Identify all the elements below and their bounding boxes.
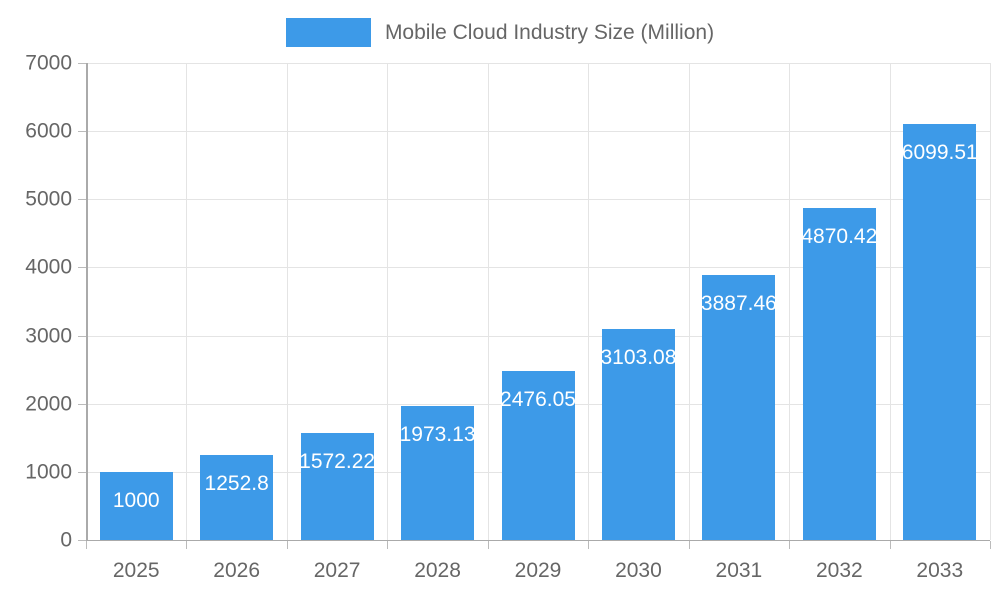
y-axis-tick-label: 7000 bbox=[25, 51, 72, 75]
y-axis-tick bbox=[78, 471, 86, 473]
y-axis-tick bbox=[78, 335, 86, 337]
x-axis-tick-label: 2028 bbox=[414, 559, 461, 582]
gridline-horizontal bbox=[86, 131, 990, 133]
gridline-vertical bbox=[689, 63, 690, 540]
gridline-vertical bbox=[890, 63, 891, 540]
gridline-vertical bbox=[789, 63, 790, 540]
gridline-vertical bbox=[186, 63, 187, 540]
y-axis-labels: 0 1000 2000 3000 4000 5000 6000 7000 bbox=[0, 0, 72, 600]
y-axis-tick bbox=[78, 131, 86, 133]
y-axis-tick-label: 2000 bbox=[25, 392, 72, 416]
chart-legend: Mobile Cloud Industry Size (Million) bbox=[0, 12, 1000, 52]
y-axis-tick-label: 5000 bbox=[25, 187, 72, 211]
x-axis-tick-label: 2030 bbox=[615, 559, 662, 582]
bar-2030[interactable] bbox=[601, 328, 675, 540]
x-axis-tick bbox=[488, 541, 489, 549]
y-axis-line bbox=[86, 63, 88, 541]
x-axis-tick-label: 2025 bbox=[112, 559, 160, 582]
bar-2028[interactable] bbox=[401, 405, 475, 540]
y-axis-tick-label: 3000 bbox=[25, 324, 72, 348]
x-axis-tick-label: 2027 bbox=[313, 559, 361, 582]
gridline-vertical bbox=[488, 63, 489, 540]
gridline-vertical bbox=[588, 63, 589, 540]
x-axis-tick-label: 2026 bbox=[213, 559, 261, 582]
bar-2026[interactable] bbox=[200, 454, 274, 540]
x-axis-tick-label: 2032 bbox=[815, 559, 863, 582]
y-axis-tick-label: 0 bbox=[60, 528, 72, 552]
x-axis-tick bbox=[990, 541, 991, 549]
legend-color-swatch[interactable] bbox=[285, 17, 371, 47]
gridline-horizontal bbox=[86, 199, 990, 201]
x-axis-tick-label: 2033 bbox=[916, 559, 964, 582]
bars-layer: 1000 1252.8 1572.22 1973.13 2476.05 3103.08 38… bbox=[86, 63, 990, 540]
x-axis-tick-label: 2031 bbox=[715, 559, 763, 582]
x-axis-tick-label: 2029 bbox=[514, 559, 562, 582]
y-axis-tick bbox=[78, 267, 86, 269]
y-axis-tick bbox=[78, 403, 86, 405]
gridline-vertical bbox=[287, 63, 288, 540]
bar-2033[interactable] bbox=[903, 124, 977, 540]
x-axis-tick bbox=[86, 541, 87, 549]
x-axis-tick bbox=[287, 541, 288, 549]
y-axis-tick-label: 4000 bbox=[25, 255, 72, 279]
legend-label[interactable]: Mobile Cloud Industry Size (Million) bbox=[384, 20, 715, 44]
y-axis-tick-label: 1000 bbox=[25, 460, 72, 484]
bar-2031[interactable] bbox=[702, 275, 776, 540]
x-axis-tick bbox=[789, 541, 790, 549]
y-axis-tick bbox=[78, 199, 86, 201]
gridline-horizontal bbox=[86, 335, 990, 337]
gridline-horizontal bbox=[86, 63, 990, 64]
y-axis-tick bbox=[78, 63, 86, 64]
gridline-vertical bbox=[387, 63, 388, 540]
x-axis-tick bbox=[588, 541, 589, 549]
x-axis-tick bbox=[890, 541, 891, 549]
bar-2029[interactable] bbox=[501, 371, 575, 540]
x-axis-tick bbox=[186, 541, 187, 549]
bar-2027[interactable] bbox=[300, 432, 374, 540]
gridline-vertical bbox=[990, 63, 991, 540]
y-axis-tick bbox=[78, 540, 86, 541]
bar-2025[interactable] bbox=[99, 471, 173, 540]
x-axis-tick bbox=[689, 541, 690, 549]
x-axis-line bbox=[86, 540, 990, 541]
x-axis-tick bbox=[387, 541, 388, 549]
gridline-horizontal bbox=[86, 267, 990, 269]
bar-2032[interactable] bbox=[802, 208, 876, 540]
y-axis-tick-label: 6000 bbox=[25, 119, 72, 143]
